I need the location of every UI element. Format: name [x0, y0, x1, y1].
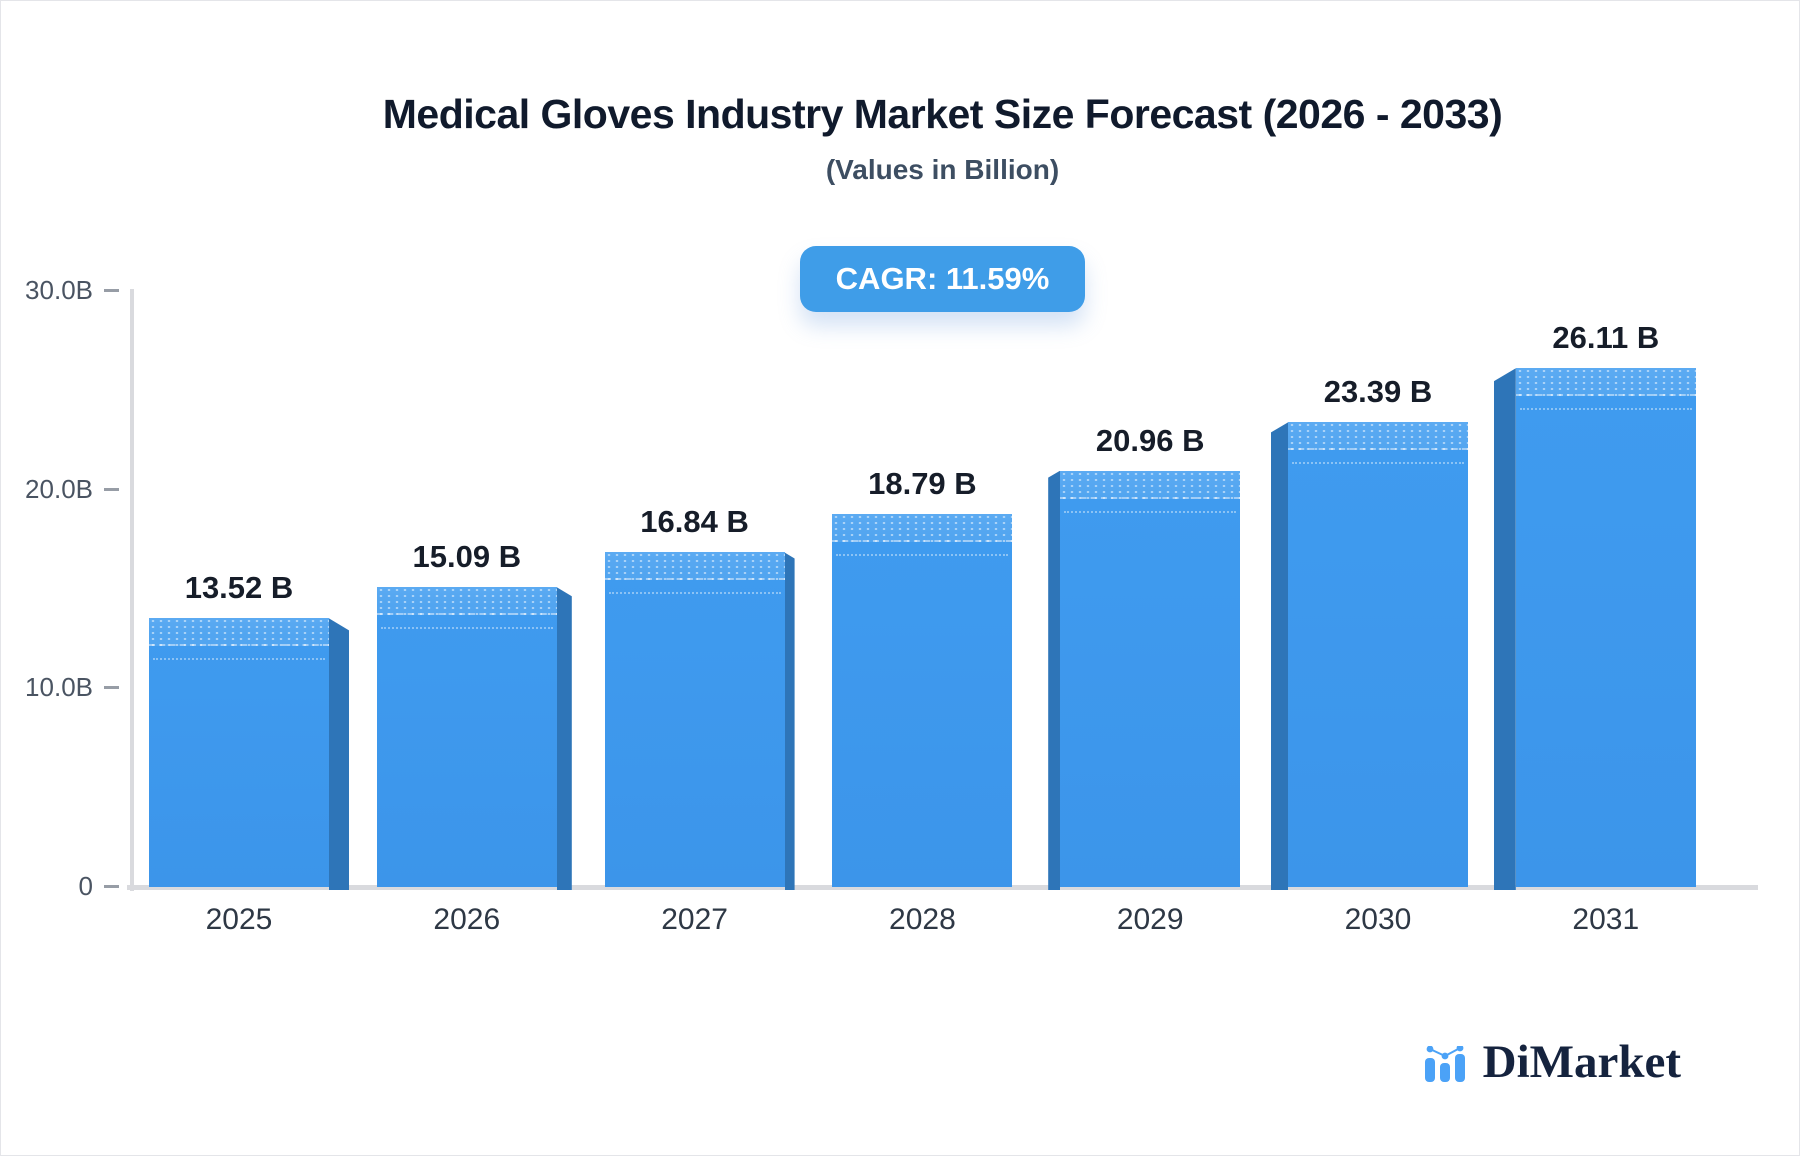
- bar-dotted-line: [1292, 462, 1464, 465]
- bar: [1060, 470, 1241, 887]
- bar: [604, 552, 785, 887]
- x-axis-label: 2028: [889, 903, 956, 936]
- bar-dotted-line: [608, 592, 781, 595]
- y-axis-tick: [104, 289, 119, 292]
- bar-value-label: 18.79 B: [868, 465, 977, 501]
- bar-value-label: 13.52 B: [184, 570, 294, 606]
- bar: [1288, 422, 1468, 887]
- bar-top-band: [1288, 422, 1468, 451]
- brand-logo: DiMarket: [1424, 1036, 1681, 1088]
- bar-top-band: [832, 513, 1013, 542]
- bar-value-label: 16.84 B: [640, 504, 749, 540]
- bar-side-face: [556, 587, 572, 890]
- y-axis-label: 0: [78, 871, 93, 901]
- brand-logo-icon: [1424, 1046, 1465, 1082]
- bar-top-band: [1060, 470, 1241, 499]
- chart-title: Medical Gloves Industry Market Size Fore…: [382, 91, 1503, 137]
- bar-side-face: [1271, 422, 1288, 890]
- bar-top-band: [149, 618, 329, 647]
- x-axis-label: 2025: [205, 903, 273, 936]
- y-axis-line: [130, 289, 134, 891]
- bar-top-band: [376, 587, 557, 616]
- bar-side-face: [329, 618, 349, 890]
- chart-header: Medical Gloves Industry Market Size Fore…: [131, 91, 1754, 312]
- bar-dotted-line: [836, 553, 1009, 556]
- x-axis-label: 2031: [1572, 903, 1640, 936]
- bar-value-label: 15.09 B: [412, 539, 522, 575]
- chart-subtitle: (Values in Billion): [825, 154, 1060, 185]
- y-axis-label: 30.0B: [25, 275, 93, 305]
- bar-value-label: 26.11 B: [1552, 320, 1660, 356]
- x-axis-label: 2030: [1344, 903, 1412, 936]
- x-axis-label: 2027: [661, 903, 728, 936]
- bar-top-band: [604, 552, 785, 581]
- y-axis-label: 10.0B: [25, 672, 93, 703]
- bar-dotted-line: [153, 658, 325, 661]
- bar: [376, 587, 557, 887]
- bar: [832, 513, 1013, 887]
- bar-side-face: [1048, 470, 1061, 890]
- y-axis-label: 20.0B: [25, 473, 93, 504]
- bar-value-label: 20.96 B: [1095, 422, 1205, 458]
- bar: [149, 618, 329, 887]
- bar-dotted-line: [1519, 408, 1692, 411]
- bar-dotted-line: [1064, 510, 1237, 513]
- y-axis-tick: [104, 487, 119, 491]
- y-axis-tick: [104, 686, 119, 690]
- bar-side-face: [1493, 368, 1516, 890]
- x-axis-label: 2029: [1116, 903, 1184, 936]
- brand-logo-text: DiMarket: [1482, 1036, 1681, 1088]
- x-axis-label: 2026: [433, 903, 501, 936]
- bar-top-band: [1515, 368, 1696, 397]
- x-axis-line: [127, 885, 1758, 890]
- bar-value-label: 23.39 B: [1323, 374, 1433, 410]
- cagr-badge: CAGR: 11.59%: [799, 246, 1086, 312]
- bar: [1515, 368, 1696, 887]
- y-axis-tick: [104, 885, 119, 888]
- bar-side-face: [784, 552, 795, 890]
- bar-dotted-line: [380, 627, 553, 630]
